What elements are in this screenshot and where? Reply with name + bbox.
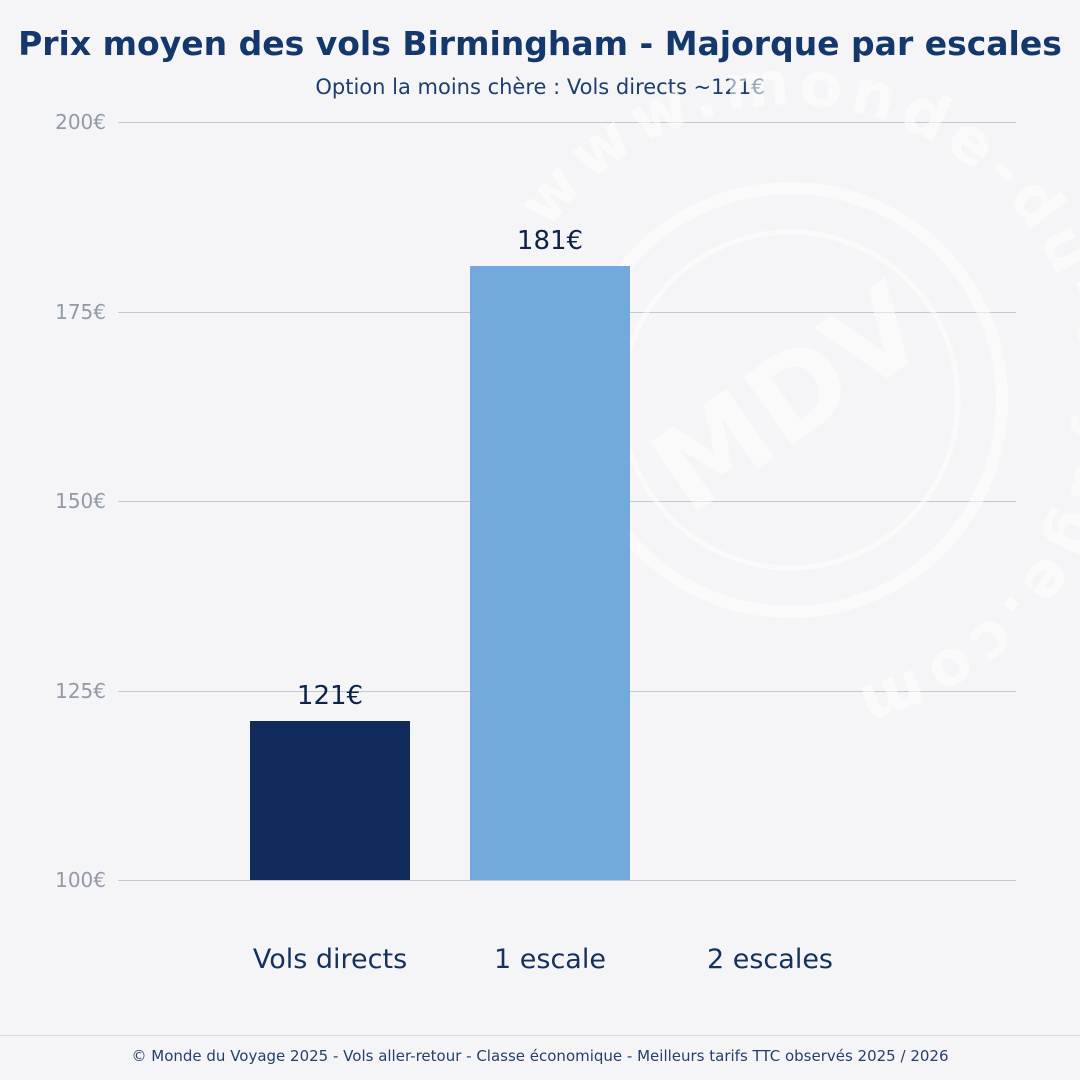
ytick-label: 125€ (55, 678, 106, 703)
category-label: Vols directs (252, 944, 408, 975)
gridline (118, 122, 1016, 123)
footer-credit: © Monde du Voyage 2025 - Vols aller-reto… (131, 1047, 949, 1065)
category-label: 2 escales (706, 944, 834, 975)
ytick-label: 200€ (55, 110, 106, 134)
bar (250, 720, 410, 880)
gridline (118, 880, 1016, 881)
chart-subtitle: Option la moins chère : Vols directs ~12… (315, 75, 765, 99)
ytick-label: 175€ (55, 299, 106, 324)
ytick-label: 100€ (55, 868, 106, 892)
watermark-stamp-rings (572, 182, 1008, 618)
bar-value-label: 121€ (296, 680, 364, 711)
footer-divider (0, 1035, 1080, 1036)
bar-value-label: 181€ (516, 226, 584, 257)
category-label: 1 escale (494, 944, 606, 975)
bar (470, 266, 630, 880)
chart-title: Prix moyen des vols Birmingham - Majorqu… (18, 24, 1062, 63)
ytick-label: 150€ (55, 489, 106, 513)
watermark-center-text: MDV (629, 259, 951, 540)
